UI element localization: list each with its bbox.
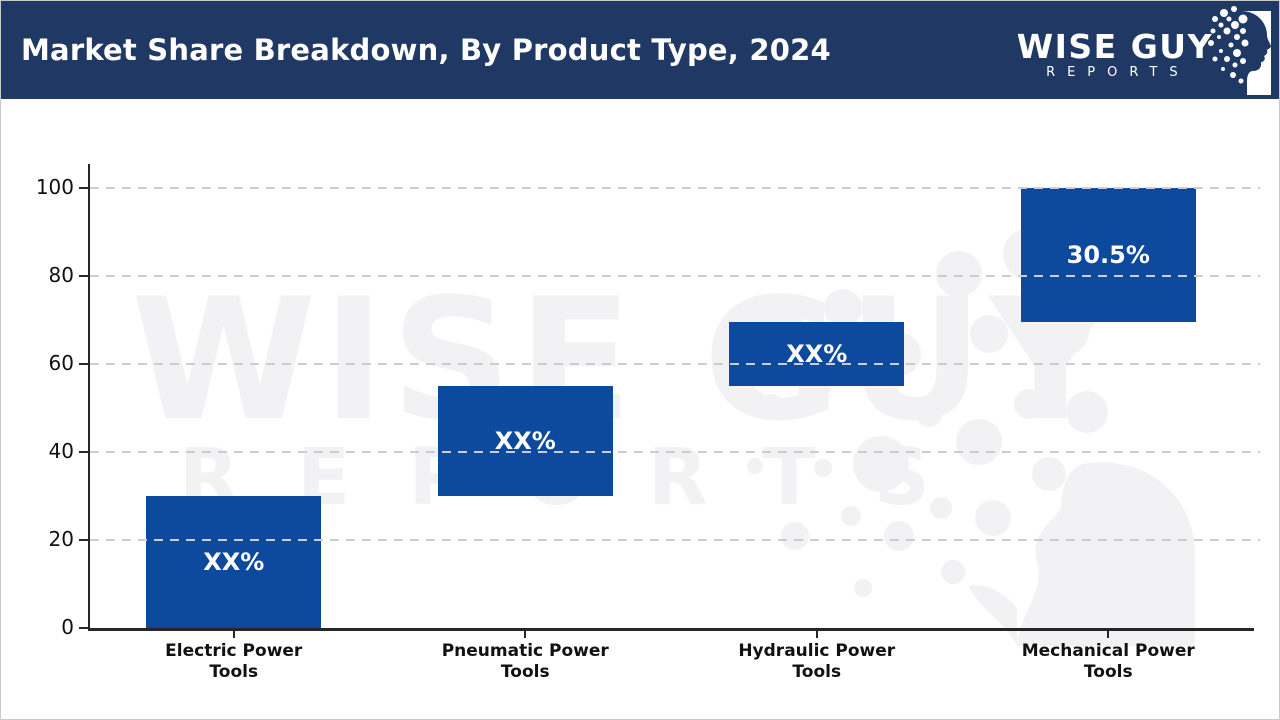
y-tick-80 [79,275,88,277]
x-category-label-line: Tools [500,661,550,682]
page-title: Market Share Breakdown, By Product Type,… [21,33,831,67]
x-tick-pneumatic-power-tools [524,631,527,638]
bar-value-label-mechanical-power-tools: 30.5% [1066,241,1150,270]
x-category-label-hydraulic-power-tools: Hydraulic Power Tools [697,641,937,682]
y-tick-label-80: 80 [48,263,74,287]
bar-value-label-hydraulic-power-tools: XX% [786,340,848,369]
x-category-label-line: Hydraulic Power [738,641,896,661]
x-category-label-pneumatic-power-tools: Pneumatic Power Tools [405,641,645,682]
y-tick-20 [79,539,88,541]
gridline-60 [90,363,1260,365]
y-tick-40 [79,451,88,453]
x-category-label-line: Mechanical Power [1021,641,1195,661]
bar-value-label-pneumatic-power-tools: XX% [494,427,556,455]
x-category-label-line: Tools [209,661,259,682]
bar-value-label-electric-power-tools: XX% [203,548,265,576]
x-category-label-line: Tools [1083,661,1133,682]
y-tick-label-40: 40 [48,439,74,463]
x-tick-hydraulic-power-tools [815,631,818,638]
logo-face-icon [1208,6,1271,95]
x-category-label-line: Pneumatic Power [441,641,609,661]
x-tick-mechanical-power-tools [1107,631,1110,638]
y-tick-label-100: 100 [35,175,74,199]
y-tick-label-20: 20 [48,527,74,551]
gridline-40 [90,451,1260,453]
y-axis-spine [88,164,90,631]
gridline-80 [90,275,1260,277]
wise-guy-logo: WISE GUY REPORTS [1017,5,1271,95]
y-tick-0 [79,627,88,629]
bar-mechanical-power-tools [1020,188,1196,323]
x-axis-spine [88,628,1254,631]
x-category-label-line: Electric Power [165,641,303,661]
logo-wordmark: WISE GUY [1016,26,1213,66]
watermark-wordmark: WISE GUY [131,262,1118,458]
x-category-label-line: Tools [792,661,842,682]
x-category-label-mechanical-power-tools: Mechanical Power Tools [988,641,1228,682]
x-tick-electric-power-tools [232,631,235,638]
bar-hydraulic-power-tools [729,322,905,386]
y-tick-label-60: 60 [48,351,74,375]
logo-subtitle: REPORTS [1046,65,1190,81]
gridline-20 [90,539,1260,541]
y-tick-label-0: 0 [61,615,74,639]
gridline-100 [90,187,1260,189]
bar-pneumatic-power-tools [437,386,613,496]
y-tick-100 [79,187,88,189]
logo-text: WISE GUY REPORTS [1016,26,1213,81]
header: Market Share Breakdown, By Product Type,… [1,1,1279,99]
bar-electric-power-tools [146,496,322,628]
y-tick-60 [79,363,88,365]
x-category-label-electric-power-tools: Electric Power Tools [114,641,354,682]
